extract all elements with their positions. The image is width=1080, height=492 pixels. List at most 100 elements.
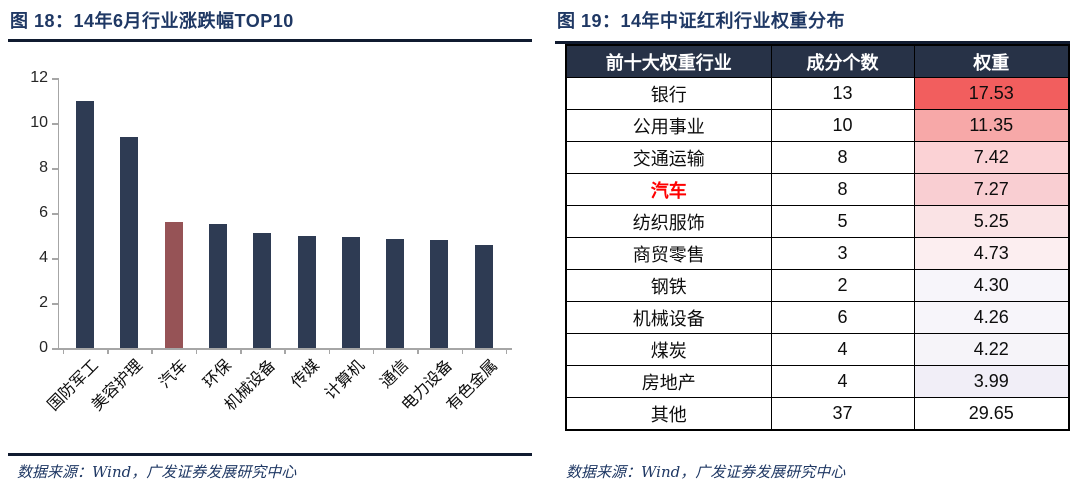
- y-axis-tick: [51, 303, 58, 305]
- table-row: 银行 13 17.53: [565, 77, 1070, 110]
- x-axis-line: [57, 348, 513, 350]
- x-axis-tick: [240, 349, 242, 354]
- chart-bar: [76, 100, 94, 348]
- table-header-cell: 权重: [913, 44, 1070, 78]
- y-tick-label: 0: [39, 339, 48, 356]
- table-header-cell: 前十大权重行业: [565, 44, 772, 78]
- table-row: 纺织服饰 5 5.25: [565, 205, 1070, 238]
- x-category-label: 汽车: [155, 357, 191, 392]
- table-row: 商贸零售 3 4.73: [565, 237, 1070, 270]
- weight-cell: 29.65: [913, 397, 1070, 431]
- chart-bar: [297, 235, 316, 348]
- weight-cell: 4.26: [913, 301, 1070, 334]
- y-axis-tick: [51, 213, 58, 215]
- industry-cell: 交通运输: [565, 141, 772, 174]
- right-source-note: 数据来源：Wind，广发证券发展研究中心: [566, 463, 846, 481]
- left-title-rule: [8, 39, 532, 42]
- x-category-label: 环保: [200, 357, 235, 392]
- chart-bar: [120, 136, 139, 348]
- y-axis-tick: [51, 78, 58, 80]
- y-axis-tick: [51, 168, 58, 170]
- table-row: 汽车 8 7.27: [565, 173, 1070, 206]
- industry-cell: 其他: [565, 397, 772, 431]
- table-row: 机械设备 6 4.26: [565, 301, 1070, 334]
- x-category-label: 通信: [377, 357, 413, 392]
- weight-cell: 7.42: [913, 141, 1070, 174]
- count-cell: 5: [770, 205, 915, 238]
- weight-cell: 4.30: [913, 269, 1070, 302]
- x-axis-tick: [372, 349, 375, 354]
- table-row: 其他 37 29.65: [565, 397, 1070, 431]
- x-axis-tick: [284, 349, 286, 354]
- chart-bar: [474, 244, 493, 348]
- weight-cell: 11.35: [913, 109, 1070, 142]
- weight-cell: 7.27: [913, 173, 1070, 206]
- y-tick-label: 4: [39, 249, 48, 266]
- table-row: 房地产 4 3.99: [565, 365, 1070, 398]
- count-cell: 13: [770, 77, 915, 110]
- industry-cell: 煤炭: [565, 333, 772, 366]
- x-axis-tick: [107, 349, 109, 354]
- y-axis-line: [57, 78, 59, 349]
- y-tick-label: 12: [30, 69, 48, 86]
- weight-cell: 3.99: [913, 365, 1070, 398]
- weight-cell: 4.73: [913, 237, 1070, 270]
- table-header: 前十大权重行业 成分个数 权重: [565, 44, 1070, 78]
- table-header-cell: 成分个数: [770, 44, 915, 78]
- industry-gain-bar-chart: 0 2 4 6 8 10 12 国防军工 美容护理 汽车 环保 机械设备 传媒 计算机 通信 电力设备 有色金属: [8, 46, 532, 456]
- table-body: 银行 13 17.53 公用事业 10 11.35 交通运输 8 7.42 汽车 8 7.27 纺织服饰…: [565, 77, 1070, 431]
- industry-cell: 商贸零售: [565, 237, 772, 270]
- industry-cell: 纺织服饰: [565, 205, 772, 238]
- x-axis-tick: [151, 349, 153, 354]
- chart-bar: [208, 224, 227, 348]
- weight-cell: 5.25: [913, 205, 1070, 238]
- chart-bar: [430, 240, 449, 348]
- industry-cell: 钢铁: [565, 269, 772, 302]
- industry-cell: 银行: [565, 77, 772, 110]
- y-axis-tick: [51, 123, 58, 125]
- x-axis-tick: [195, 349, 198, 354]
- right-title-rule: [555, 41, 1070, 44]
- chart-bar: [341, 236, 360, 348]
- x-axis-tick: [62, 349, 65, 354]
- chart-bar: [164, 222, 183, 348]
- x-axis-tick: [417, 349, 419, 354]
- count-cell: 8: [770, 173, 915, 206]
- x-category-label: 传媒: [288, 357, 324, 392]
- left-source-note: 数据来源：Wind，广发证券发展研究中心: [17, 463, 297, 481]
- count-cell: 4: [770, 365, 915, 398]
- industry-cell: 公用事业: [565, 109, 772, 142]
- table-row: 煤炭 4 4.22: [565, 333, 1070, 366]
- count-cell: 4: [770, 333, 915, 366]
- weight-cell: 17.53: [913, 77, 1070, 110]
- x-category-label: 计算机: [321, 357, 368, 403]
- table-header-row: 前十大权重行业 成分个数 权重: [565, 44, 1070, 78]
- count-cell: 2: [770, 269, 915, 302]
- weight-cell: 4.22: [913, 333, 1070, 366]
- industry-cell: 汽车: [565, 173, 772, 206]
- y-axis-tick: [51, 258, 58, 260]
- left-bottom-rule: [8, 453, 532, 456]
- y-tick-label: 6: [39, 204, 48, 221]
- table-row: 公用事业 10 11.35: [565, 109, 1070, 142]
- count-cell: 6: [770, 301, 915, 334]
- count-cell: 37: [770, 397, 915, 431]
- count-cell: 8: [770, 141, 915, 174]
- left-chart-title: 图 18：14年6月行业涨跌幅TOP10: [10, 11, 294, 31]
- chart-bar: [253, 233, 272, 348]
- industry-cell: 机械设备: [565, 301, 772, 334]
- x-axis-tick: [461, 349, 464, 354]
- y-tick-label: 2: [39, 294, 48, 311]
- x-axis-tick: [505, 349, 508, 354]
- table-row: 钢铁 2 4.30: [565, 269, 1070, 302]
- count-cell: 3: [770, 237, 915, 270]
- y-axis-tick: [51, 348, 58, 350]
- table-row: 交通运输 8 7.42: [565, 141, 1070, 174]
- count-cell: 10: [770, 109, 915, 142]
- industry-cell: 房地产: [565, 365, 772, 398]
- industry-weight-table: 前十大权重行业 成分个数 权重 银行 13 17.53 公用事业 10 11.35 交通运输 8 7…: [565, 44, 1070, 431]
- y-tick-label: 10: [30, 114, 48, 131]
- chart-bar: [386, 238, 405, 348]
- y-tick-label: 8: [39, 159, 48, 176]
